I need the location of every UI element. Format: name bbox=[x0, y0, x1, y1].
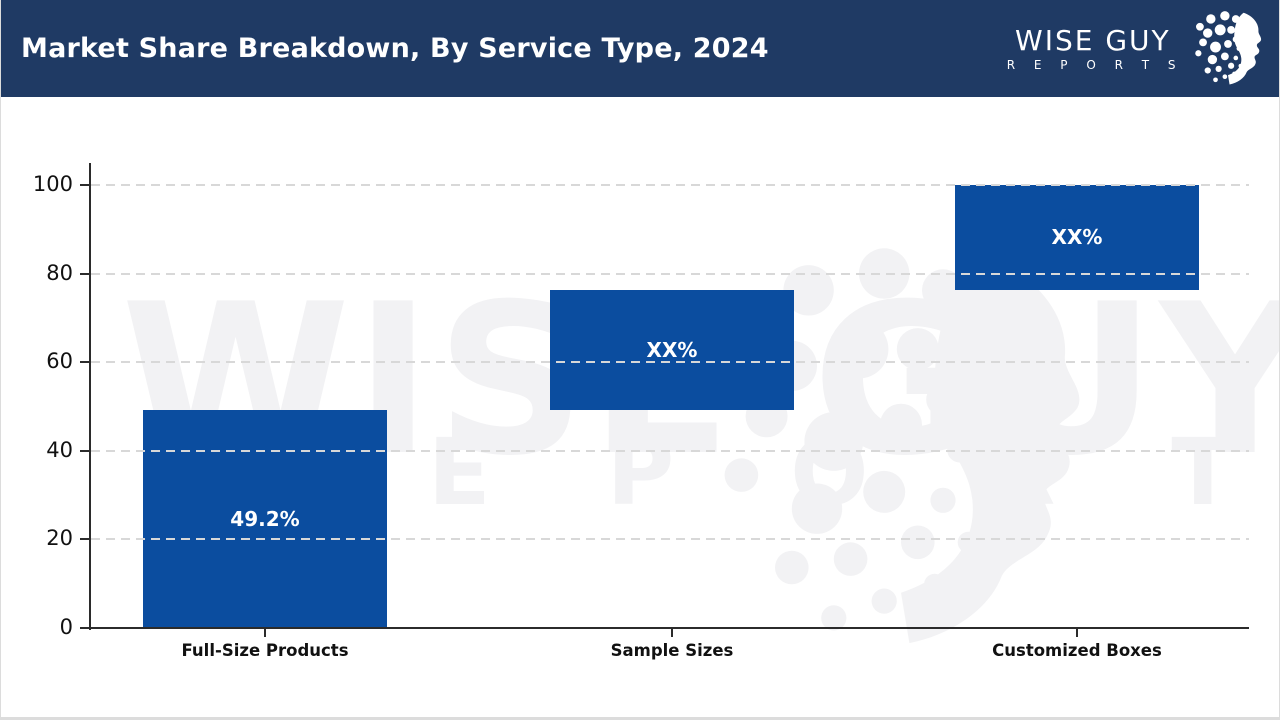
x-axis-line bbox=[89, 627, 1249, 629]
bar-full-size-products: 49.2% bbox=[143, 410, 387, 628]
x-tick-mark-sample-sizes bbox=[671, 629, 673, 637]
logo-subtitle: R E P O R T S bbox=[1006, 57, 1183, 72]
y-axis-line bbox=[89, 163, 91, 630]
watermark-text-2: R E P O R T S bbox=[241, 419, 1279, 526]
gridline-y80 bbox=[91, 272, 1249, 275]
gridline-y20 bbox=[91, 538, 1249, 541]
wiseguy-face-icon bbox=[1195, 11, 1262, 85]
x-category-label-full-size-products: Full-Size Products bbox=[181, 641, 349, 660]
x-tick-mark-full-size-products bbox=[264, 629, 266, 637]
bar-value-label: 49.2% bbox=[230, 507, 300, 531]
wiseguy-logo-text: WISE GUY R E P O R T S bbox=[1003, 24, 1183, 72]
page-title: Market Share Breakdown, By Service Type,… bbox=[21, 33, 769, 64]
y-tick-label-20: 20 bbox=[46, 526, 73, 551]
y-tick-mark-100 bbox=[80, 184, 89, 186]
y-tick-label-0: 0 bbox=[59, 615, 73, 639]
y-tick-mark-60 bbox=[80, 361, 89, 364]
wiseguy-logo: WISE GUY R E P O R T S bbox=[1003, 6, 1267, 92]
gridline-y40 bbox=[91, 449, 1249, 452]
y-tick-mark-0 bbox=[80, 627, 89, 629]
gridline-y60 bbox=[91, 361, 1249, 364]
bar-customized-boxes: XX% bbox=[955, 185, 1199, 290]
x-category-label-sample-sizes: Sample Sizes bbox=[610, 641, 734, 660]
y-tick-label-100: 100 bbox=[32, 172, 73, 196]
gridline-y100 bbox=[91, 184, 1249, 186]
x-category-label-customized-boxes: Customized Boxes bbox=[992, 641, 1162, 660]
y-tick-mark-20 bbox=[80, 538, 89, 541]
bar-value-label: XX% bbox=[646, 338, 698, 362]
y-tick-label-60: 60 bbox=[46, 349, 73, 374]
header-bar: Market Share Breakdown, By Service Type,… bbox=[1, 0, 1279, 97]
chart-plot-area: WISE GUY R E P O R T S 02040608010049.2%… bbox=[1, 97, 1279, 717]
y-tick-label-40: 40 bbox=[46, 437, 73, 462]
bar-value-label: XX% bbox=[1051, 225, 1103, 250]
x-tick-mark-customized-boxes bbox=[1076, 629, 1078, 637]
y-tick-mark-80 bbox=[80, 272, 89, 275]
y-tick-label-80: 80 bbox=[46, 260, 73, 285]
logo-name: WISE GUY bbox=[1015, 24, 1171, 58]
bar-sample-sizes: XX% bbox=[550, 289, 794, 411]
y-tick-mark-40 bbox=[80, 449, 89, 452]
